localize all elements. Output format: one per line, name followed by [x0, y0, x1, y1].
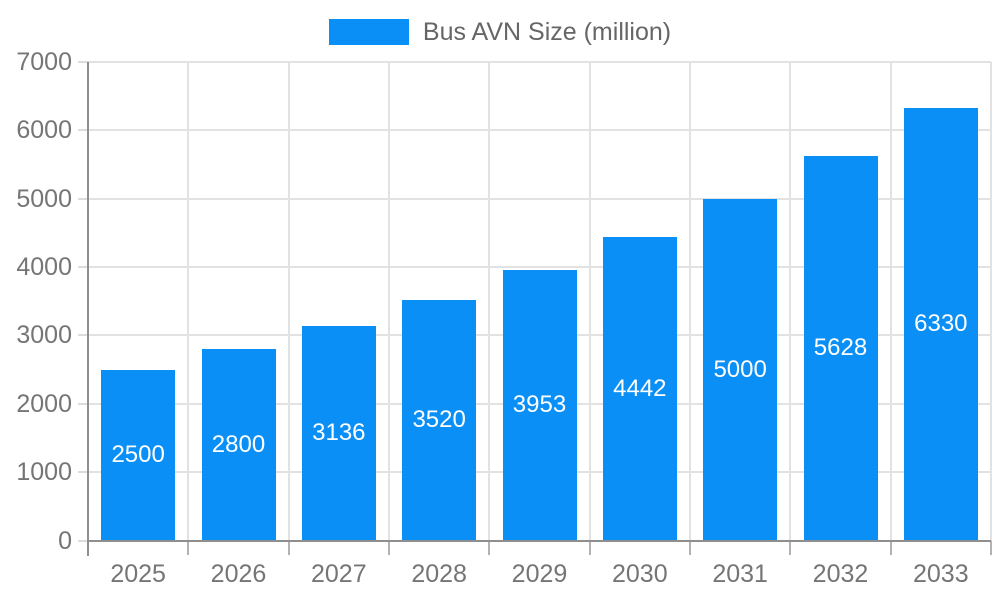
y-axis-line [87, 62, 89, 556]
x-tick [388, 540, 390, 555]
x-tick-label: 2030 [612, 559, 668, 588]
y-tick-label: 0 [58, 526, 72, 555]
x-gridline [789, 62, 792, 541]
x-tick [689, 540, 691, 555]
x-gridline [990, 62, 992, 541]
x-gridline [588, 62, 591, 541]
bar: 5628 [803, 155, 878, 541]
y-tick [78, 61, 88, 63]
x-tick [187, 540, 190, 555]
y-tick [78, 334, 88, 337]
x-tick-label: 2026 [210, 559, 267, 588]
x-gridline [287, 62, 290, 541]
y-tick-label: 2000 [16, 389, 72, 418]
bar: 2500 [101, 369, 176, 541]
bar: 3953 [502, 270, 577, 541]
y-gridline [88, 61, 991, 63]
x-gridline [889, 62, 892, 541]
x-tick [287, 540, 290, 555]
y-tick-label: 5000 [16, 184, 72, 213]
x-gridline [187, 62, 190, 541]
y-gridline [88, 129, 991, 132]
y-tick-label: 3000 [16, 321, 72, 350]
bar-value-label: 2500 [111, 441, 165, 469]
bar-value-label: 3953 [512, 391, 567, 419]
bar-value-label: 3136 [312, 419, 366, 447]
legend-swatch [328, 19, 409, 45]
y-tick-label: 1000 [16, 458, 72, 487]
bar: 5000 [703, 198, 778, 541]
x-gridline [689, 62, 691, 541]
legend: Bus AVN Size (million) [0, 16, 1000, 48]
y-tick [78, 266, 88, 269]
x-tick [588, 540, 591, 555]
x-axis-line [87, 539, 991, 542]
bar: 6330 [903, 107, 978, 541]
y-tick [78, 539, 88, 542]
x-tick-label: 2033 [913, 559, 969, 588]
x-tick-label: 2029 [511, 559, 568, 588]
x-tick-label: 2032 [812, 559, 869, 588]
y-tick-label: 6000 [16, 116, 72, 145]
x-tick [488, 540, 491, 555]
y-tick [78, 129, 88, 132]
x-tick [990, 540, 992, 555]
bar-value-label: 5000 [713, 355, 767, 383]
bar: 4442 [602, 236, 677, 541]
bar-value-label: 5628 [813, 334, 868, 362]
y-gridline [88, 197, 991, 200]
y-gridline [88, 266, 991, 269]
y-tick [78, 471, 88, 474]
bar-value-label: 6330 [914, 310, 968, 338]
y-tick-label: 7000 [16, 48, 72, 76]
x-tick [789, 540, 792, 555]
x-tick-label: 2027 [311, 559, 367, 588]
bar-value-label: 2800 [211, 430, 266, 458]
y-tick [78, 402, 88, 405]
bar-value-label: 4442 [613, 374, 667, 402]
x-tick-label: 2028 [411, 559, 467, 588]
x-tick-label: 2025 [110, 559, 166, 588]
legend-label: Bus AVN Size (million) [422, 17, 672, 46]
x-tick-label: 2031 [712, 559, 768, 588]
y-tick [78, 197, 88, 200]
bar: 2800 [201, 349, 276, 541]
x-tick [889, 540, 892, 555]
y-tick-label: 4000 [16, 253, 72, 282]
bar: 3136 [301, 326, 376, 541]
x-gridline [388, 62, 390, 541]
bar: 3520 [402, 299, 477, 541]
bar-value-label: 3520 [412, 406, 466, 434]
x-gridline [488, 62, 491, 541]
